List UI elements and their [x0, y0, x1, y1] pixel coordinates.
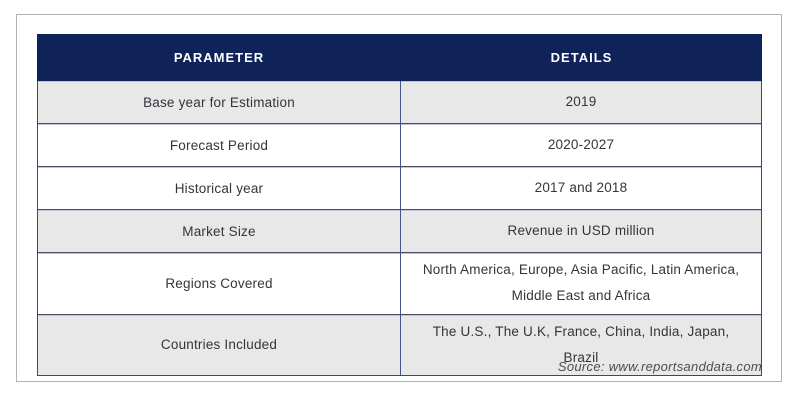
column-header-details: DETAILS: [550, 50, 613, 65]
table-row: Market Size Revenue in USD million: [38, 209, 761, 252]
details-text: The U.S., The U.K, France, China, India,…: [432, 323, 730, 365]
parameter-cell: Forecast Period: [38, 124, 401, 166]
column-header-parameter: PARAMETER: [173, 50, 265, 65]
parameter-cell: Countries Included: [38, 314, 401, 376]
report-scope-card: PARAMETER DETAILS Base year for Estimati…: [16, 14, 782, 382]
table-row: Forecast Period 2020-2027: [38, 123, 761, 166]
table-row: Base year for Estimation 2019: [38, 81, 761, 123]
details-text: Revenue in USD million: [507, 222, 655, 238]
table-row: Historical year 2017 and 2018: [38, 166, 761, 209]
details-cell: North America, Europe, Asia Pacific, Lat…: [401, 253, 761, 314]
parameter-cell: Base year for Estimation: [38, 81, 401, 123]
details-text: North America, Europe, Asia Pacific, Lat…: [422, 262, 740, 304]
details-text: 2019: [565, 93, 597, 109]
parameter-cell: Regions Covered: [38, 253, 401, 314]
details-cell: The U.S., The U.K, France, China, India,…: [401, 315, 761, 376]
parameter-cell: Market Size: [38, 210, 401, 252]
details-cell: 2019: [401, 81, 761, 123]
details-cell: 2020-2027: [401, 124, 761, 166]
table-row: Countries Included The U.S., The U.K, Fr…: [38, 313, 761, 376]
details-text: 2017 and 2018: [534, 179, 628, 195]
report-scope-table: PARAMETER DETAILS Base year for Estimati…: [37, 34, 762, 377]
source-attribution: Source: www.reportsanddata.com: [557, 359, 762, 374]
table-row: Regions Covered North America, Europe, A…: [38, 252, 761, 314]
details-cell: 2017 and 2018: [401, 167, 761, 209]
details-text: 2020-2027: [547, 136, 615, 152]
parameter-cell: Historical year: [38, 167, 401, 209]
table-header-row: PARAMETER DETAILS: [37, 34, 762, 81]
details-cell: Revenue in USD million: [401, 210, 761, 252]
